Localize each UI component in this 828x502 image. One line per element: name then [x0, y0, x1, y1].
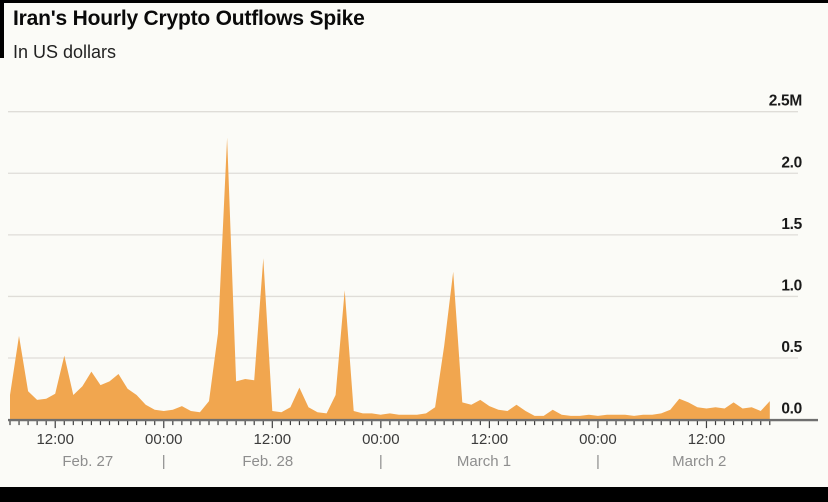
svg-text:12:00: 12:00 — [254, 431, 292, 448]
svg-text:|: | — [596, 453, 600, 470]
x-tick-labels: 12:00 00:00 12:00 00:00 12:00 00:00 12:00 — [36, 431, 725, 448]
y-axis-labels: 2.5M 2.0 1.5 1.0 0.5 0.0 — [769, 93, 803, 418]
svg-text:March 2: March 2 — [672, 453, 726, 470]
chart-header: Iran's Hourly Crypto Outflows Spike In U… — [13, 6, 365, 63]
x-axis-ticks — [9, 421, 771, 429]
svg-text:Feb. 27: Feb. 27 — [62, 453, 113, 470]
y-gridlines — [8, 111, 798, 359]
svg-text:March 1: March 1 — [457, 453, 511, 470]
svg-text:1.5: 1.5 — [781, 216, 802, 233]
frame-left-border — [0, 0, 4, 58]
svg-text:2.0: 2.0 — [781, 154, 802, 171]
svg-text:1.0: 1.0 — [781, 277, 802, 294]
area-series-hourly-outflows — [10, 137, 770, 420]
x-date-labels: Feb. 27 Feb. 28 March 1 March 2 | | | — [62, 453, 726, 470]
svg-text:|: | — [379, 453, 383, 470]
svg-text:00:00: 00:00 — [145, 431, 183, 448]
chart-subtitle: In US dollars — [13, 42, 117, 62]
chart-title: Iran's Hourly Crypto Outflows Spike — [13, 7, 365, 30]
svg-text:0.5: 0.5 — [781, 339, 802, 356]
svg-text:12:00: 12:00 — [36, 431, 74, 448]
svg-text:12:00: 12:00 — [471, 431, 509, 448]
svg-text:Feb. 28: Feb. 28 — [242, 453, 293, 470]
svg-text:00:00: 00:00 — [362, 431, 400, 448]
svg-text:0.0: 0.0 — [781, 401, 802, 418]
svg-text:|: | — [162, 453, 166, 470]
svg-text:00:00: 00:00 — [579, 431, 617, 448]
svg-text:12:00: 12:00 — [688, 431, 726, 448]
frame-bottom-bar — [0, 487, 828, 502]
frame-top-border — [0, 0, 828, 3]
svg-text:2.5M: 2.5M — [769, 93, 802, 110]
